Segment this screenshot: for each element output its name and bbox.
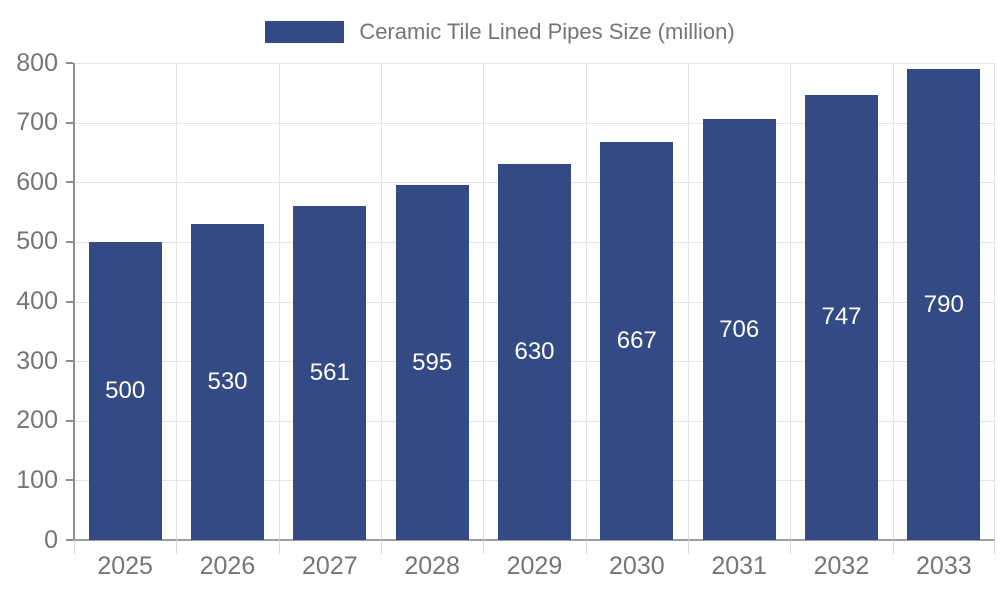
x-tick-mark-icon	[176, 540, 178, 554]
x-tick-mark-icon	[892, 540, 894, 554]
x-gridline	[790, 63, 792, 540]
x-tick-label: 2029	[506, 552, 563, 580]
legend-label: Ceramic Tile Lined Pipes Size (million)	[359, 19, 735, 44]
x-gridline	[381, 63, 382, 540]
x-tick-label: 2026	[199, 552, 256, 580]
bar[interactable]: 530	[191, 224, 264, 540]
x-tick-mark-icon	[790, 540, 792, 554]
bar-value-label: 630	[514, 338, 555, 366]
x-tick-mark-icon	[74, 540, 75, 554]
y-tick-mark-icon	[66, 360, 73, 363]
y-tick-label: 100	[16, 465, 58, 494]
x-tick-label: 2030	[609, 552, 665, 580]
x-tick-label: 2027	[302, 552, 358, 580]
x-gridline	[278, 63, 280, 540]
bar-value-label: 500	[105, 376, 146, 404]
legend-swatch-icon	[265, 21, 345, 43]
x-axis-line	[66, 539, 995, 541]
x-gridline	[585, 63, 587, 540]
legend: Ceramic Tile Lined Pipes Size (million)	[0, 16, 1000, 48]
x-tick-mark-icon	[688, 540, 689, 554]
bar-value-label: 706	[719, 315, 760, 343]
y-tick-label: 800	[16, 48, 58, 77]
y-tick-mark-icon	[66, 300, 73, 303]
y-tick-mark-icon	[66, 240, 73, 243]
x-tick-mark-icon	[278, 540, 280, 554]
x-tick-label: 2032	[813, 552, 870, 580]
y-tick-mark-icon	[66, 539, 73, 541]
bar-value-label: 530	[207, 368, 248, 395]
bar-value-label: 747	[821, 303, 862, 331]
x-gridline	[688, 63, 689, 540]
legend-item[interactable]: Ceramic Tile Lined Pipes Size (million)	[265, 16, 735, 48]
x-gridline	[176, 63, 178, 540]
x-gridline	[483, 63, 485, 540]
bar[interactable]: 595	[395, 185, 469, 540]
x-tick-label: 2031	[711, 552, 767, 580]
bar-value-label: 561	[309, 358, 350, 386]
x-tick-mark-icon	[483, 540, 485, 554]
bar-value-label: 595	[412, 348, 453, 376]
x-tick-mark-icon	[585, 540, 587, 554]
y-tick-label: 200	[16, 406, 58, 435]
y-tick-mark-icon	[66, 181, 73, 184]
x-tick-label: 2025	[97, 552, 153, 580]
bar-value-label: 667	[616, 327, 657, 355]
y-gridline	[74, 122, 995, 124]
bar[interactable]: 747	[805, 94, 878, 540]
plot-area: 0 100 200 300 400 500 600 700 800 500 2025 530 2026 5…	[16, 50, 995, 579]
x-gridline	[994, 63, 995, 540]
x-tick-label: 2033	[916, 552, 972, 580]
x-tick-mark-icon	[381, 540, 382, 554]
y-tick-label: 700	[16, 108, 58, 137]
x-tick-mark-icon	[994, 540, 995, 554]
bar[interactable]: 561	[293, 205, 367, 540]
bar[interactable]: 500	[88, 241, 162, 540]
bar[interactable]: 667	[600, 142, 674, 540]
bar-value-label: 790	[923, 290, 964, 318]
bar[interactable]: 630	[498, 164, 571, 540]
y-tick-label: 600	[16, 167, 58, 196]
y-tick-label: 400	[16, 287, 58, 315]
y-axis-line	[73, 63, 75, 540]
y-tick-label: 0	[44, 525, 58, 554]
y-tick-label: 500	[16, 227, 58, 256]
y-tick-mark-icon	[66, 419, 73, 422]
y-tick-mark-icon	[66, 121, 73, 124]
y-tick-mark-icon	[66, 62, 73, 64]
bar[interactable]: 790	[907, 69, 981, 540]
x-tick-label: 2028	[404, 552, 460, 580]
y-tick-mark-icon	[66, 479, 73, 482]
x-gridline	[892, 63, 894, 540]
bar[interactable]: 706	[702, 119, 776, 540]
y-gridline	[74, 63, 995, 64]
y-tick-label: 300	[16, 346, 58, 375]
